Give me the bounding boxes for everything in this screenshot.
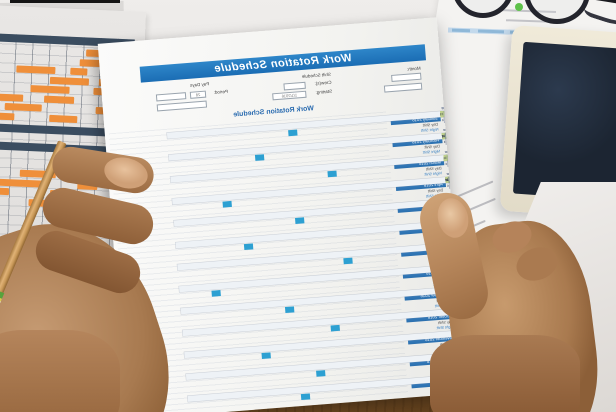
crew-label: Crew(s): [314, 79, 332, 87]
left-hand-wrist [0, 330, 120, 412]
gantt-task-bar [0, 93, 24, 102]
blue-shift-cell [254, 154, 265, 161]
gantt-task-bar [4, 102, 42, 112]
blue-shift-cell [316, 370, 326, 377]
gantt-task-bar [15, 65, 56, 75]
gantt-task-bar [70, 67, 88, 76]
crew-value-box [283, 81, 306, 91]
green-dot [515, 3, 523, 11]
gantt-task-bar [0, 112, 15, 120]
pay-days-box [156, 100, 208, 112]
blue-shift-cell [261, 352, 271, 360]
blue-shift-cell [288, 129, 299, 137]
tablet-screen [512, 41, 616, 203]
period-extra-box [155, 92, 187, 102]
month-value-box2 [383, 82, 423, 93]
blue-shift-cell [330, 324, 341, 332]
month-value-box [391, 72, 422, 82]
blue-shift-cell [300, 393, 310, 401]
starting-label: Starting: [315, 88, 333, 95]
gantt-task-bar [30, 85, 70, 94]
gantt-task-bar [43, 95, 75, 104]
blue-shift-cell [284, 306, 295, 314]
blue-shift-cell [295, 217, 305, 224]
shift-schedule-label: Shift Schedule [301, 71, 332, 79]
gantt-task-bar [0, 178, 44, 188]
gantt-task-bar [49, 114, 77, 123]
period-label: Period: [213, 88, 229, 95]
period-value-box: 28 [189, 90, 207, 99]
starting-value-box: 1/1/2016 [272, 90, 307, 101]
month-label: Month: [406, 65, 421, 72]
gantt-task-bar [0, 187, 10, 196]
blue-shift-cell [211, 290, 221, 297]
blue-shift-cell [243, 243, 254, 251]
right-hand-wrist [430, 335, 580, 412]
blue-shift-cell [327, 170, 338, 178]
blue-shift-cell [343, 257, 354, 265]
paper-edge-line [10, 0, 120, 3]
gantt-task-bar [49, 76, 89, 86]
blue-shift-cell [222, 200, 232, 208]
pay-days-label: Pay Days [189, 81, 210, 88]
